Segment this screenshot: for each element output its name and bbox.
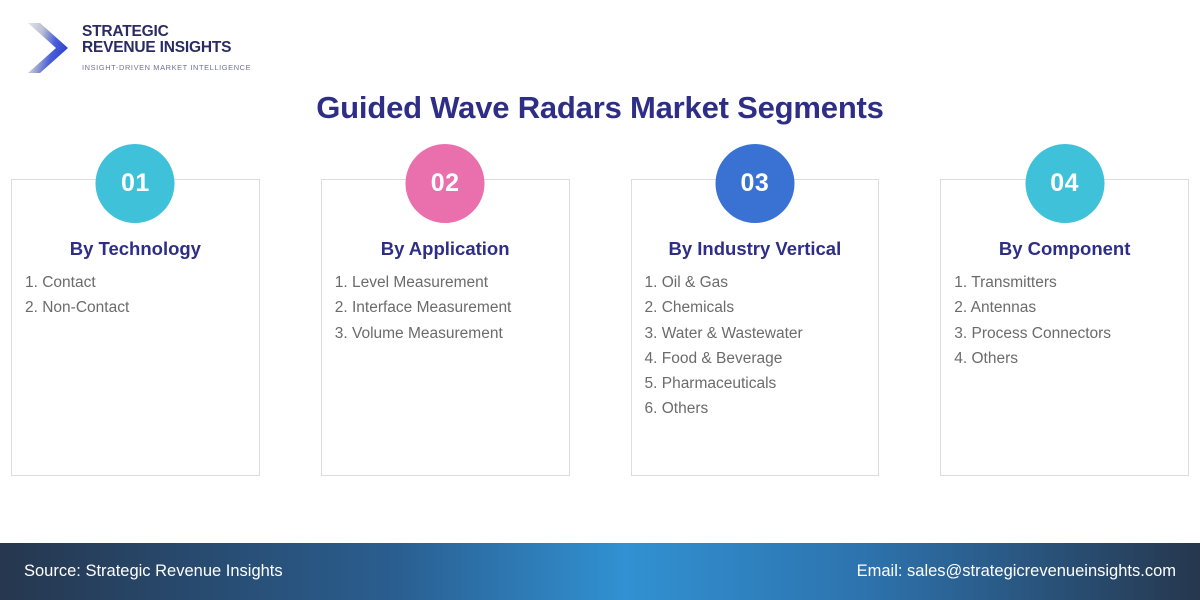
list-item: 1. Oil & Gas bbox=[644, 274, 729, 291]
footer-bar: Source: Strategic Revenue Insights Email… bbox=[0, 543, 1200, 600]
list-item: 2. Antennas bbox=[954, 299, 1037, 317]
list-item: 4. Others bbox=[954, 349, 1018, 367]
chevron-right-icon bbox=[22, 20, 74, 76]
segment-cards-container: 01 By Technology 1. Contact 2. Non-Conta… bbox=[11, 144, 1189, 476]
list-item: 1. Contact bbox=[25, 274, 96, 291]
segment-card-1: 01 By Technology 1. Contact 2. Non-Conta… bbox=[11, 144, 260, 476]
segment-number-badge-2: 02 bbox=[405, 144, 485, 223]
list-item: 2. Non-Contact bbox=[25, 299, 130, 317]
segment-list-2: 1. Level Measurement 2. Interface Measur… bbox=[322, 270, 569, 346]
list-item: 1. Level Measurement bbox=[334, 274, 489, 291]
list-item: 6. Others bbox=[644, 400, 709, 418]
list-item: 2. Chemicals bbox=[644, 299, 735, 317]
segment-title-4: By Component bbox=[998, 238, 1131, 259]
segment-title-1: By Technology bbox=[69, 238, 201, 259]
segment-title-3: By Industry Vertical bbox=[668, 238, 842, 259]
list-item: 4. Food & Beverage bbox=[644, 349, 783, 367]
brand-name-line2: REVENUE INSIGHTS bbox=[82, 39, 232, 56]
segment-number-badge-1: 01 bbox=[95, 144, 175, 223]
brand-logo-text: STRATEGIC REVENUE INSIGHTS INSIGHT-DRIVE… bbox=[82, 22, 252, 73]
footer-email-text[interactable]: Email: sales@strategicrevenueinsights.co… bbox=[856, 562, 1176, 580]
segment-title-2: By Application bbox=[380, 238, 510, 259]
segment-card-3: 03 By Industry Vertical 1. Oil & Gas 2. … bbox=[630, 144, 880, 476]
list-item: 5. Pharmaceuticals bbox=[644, 375, 777, 393]
segment-number-badge-4: 04 bbox=[1025, 144, 1105, 223]
brand-tagline: INSIGHT-DRIVEN MARKET INTELLIGENCE bbox=[82, 63, 252, 73]
segment-list-3: 1. Oil & Gas 2. Chemicals 3. Water & Was… bbox=[632, 270, 879, 422]
list-item: 3. Water & Wastewater bbox=[644, 324, 803, 342]
page-title: Guided Wave Radars Market Segments bbox=[316, 90, 884, 125]
segment-list-4: 1. Transmitters 2. Antennas 3. Process C… bbox=[941, 270, 1188, 371]
brand-name-line1: STRATEGIC bbox=[82, 22, 169, 40]
footer-source-text: Source: Strategic Revenue Insights bbox=[24, 562, 283, 580]
list-item: 3. Volume Measurement bbox=[334, 324, 503, 342]
list-item: 1. Transmitters bbox=[954, 274, 1057, 291]
segment-card-2: 02 By Application 1. Level Measurement 2… bbox=[320, 144, 570, 476]
list-item: 3. Process Connectors bbox=[954, 324, 1112, 342]
segment-card-4: 04 By Component 1. Transmitters 2. Anten… bbox=[940, 144, 1189, 476]
brand-logo: STRATEGIC REVENUE INSIGHTS INSIGHT-DRIVE… bbox=[22, 20, 251, 76]
segment-list-1: 1. Contact 2. Non-Contact bbox=[12, 270, 259, 321]
segment-number-badge-3: 03 bbox=[715, 144, 795, 223]
list-item: 2. Interface Measurement bbox=[334, 299, 512, 317]
